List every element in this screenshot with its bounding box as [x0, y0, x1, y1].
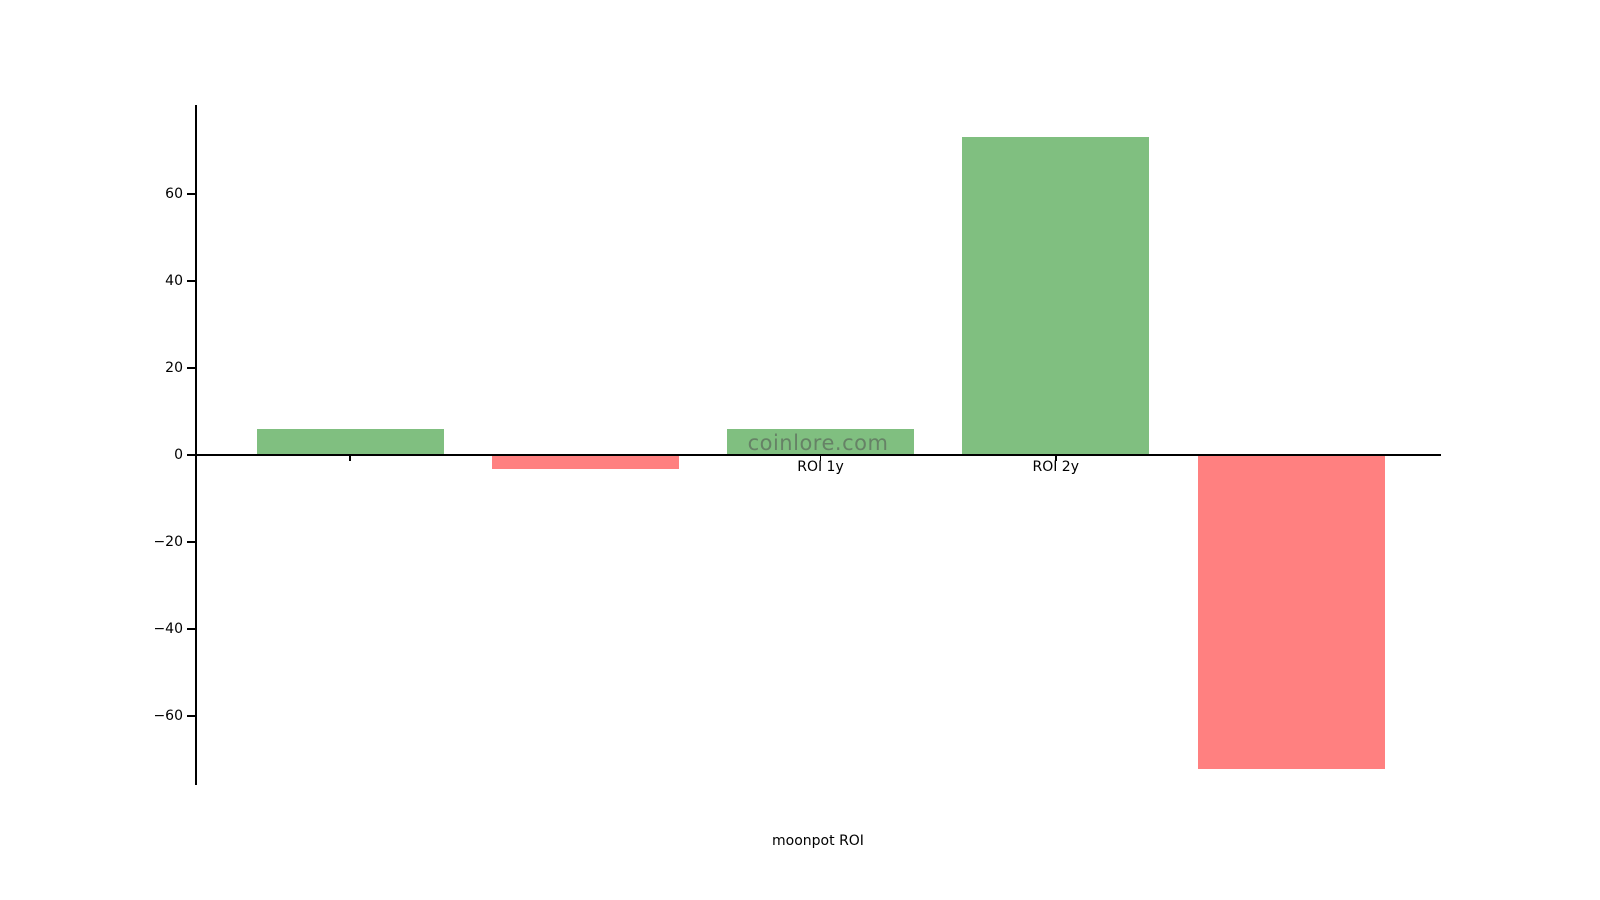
- y-tick-label: 60: [165, 186, 183, 202]
- y-tick-label: 40: [165, 273, 183, 289]
- x-tick-label-roi-2y: ROI 2y: [1032, 459, 1080, 475]
- bar-bar-2: [491, 456, 679, 470]
- y-tick-label: −20: [153, 534, 183, 550]
- y-tick: [187, 280, 195, 282]
- y-tick-label: −60: [153, 708, 183, 724]
- x-tick: [349, 455, 351, 461]
- y-tick: [187, 367, 195, 369]
- bar-roi-2y: [962, 137, 1150, 455]
- y-tick-label: −40: [153, 621, 183, 637]
- x-axis-title: moonpot ROI: [772, 833, 864, 849]
- y-tick: [187, 193, 195, 195]
- y-tick-label: 0: [174, 447, 183, 463]
- y-tick-label: 20: [165, 360, 183, 376]
- y-tick: [187, 715, 195, 717]
- y-tick: [187, 541, 195, 543]
- y-tick: [187, 628, 195, 630]
- x-tick: [819, 455, 822, 461]
- x-axis-line: [195, 454, 1441, 456]
- bar-bar-5: [1197, 456, 1385, 770]
- watermark: coinlore.com: [747, 431, 889, 455]
- x-tick-label-roi-1y: ROI 1y: [797, 459, 844, 475]
- y-tick: [187, 454, 195, 456]
- x-tick: [1055, 455, 1057, 461]
- y-axis-spine: [195, 105, 197, 785]
- bar-roi-1y: [727, 428, 914, 455]
- bar-bar-1: [256, 428, 444, 455]
